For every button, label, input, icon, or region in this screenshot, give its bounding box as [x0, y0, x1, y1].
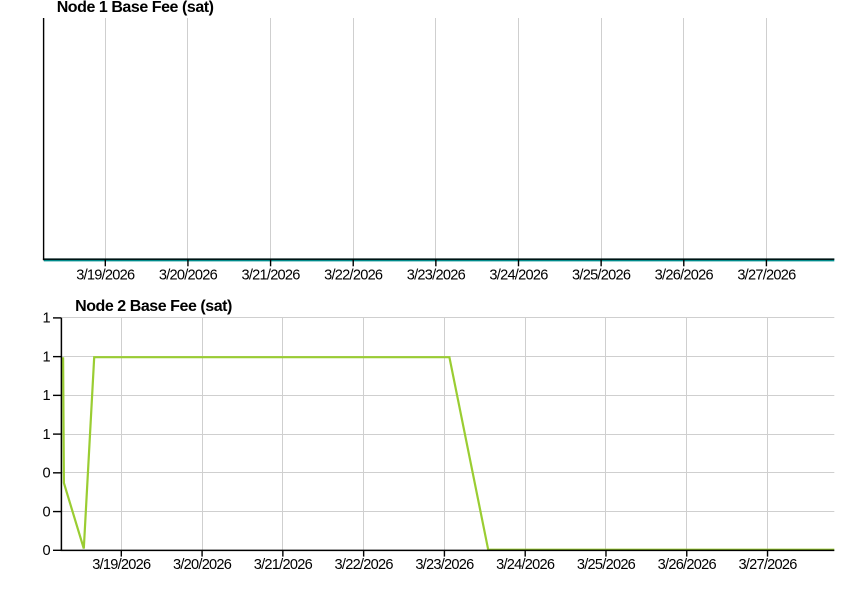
svg-text:0: 0 [42, 466, 50, 482]
svg-text:3/23/2026: 3/23/2026 [407, 267, 466, 283]
svg-text:3/24/2026: 3/24/2026 [496, 557, 555, 573]
svg-text:3/21/2026: 3/21/2026 [241, 267, 300, 283]
svg-text:3/26/2026: 3/26/2026 [658, 557, 717, 573]
svg-text:3/19/2026: 3/19/2026 [92, 557, 151, 573]
svg-text:3/25/2026: 3/25/2026 [577, 557, 636, 573]
svg-text:0: 0 [42, 543, 50, 559]
svg-text:3/22/2026: 3/22/2026 [324, 267, 383, 283]
svg-text:1: 1 [42, 427, 50, 443]
svg-text:3/25/2026: 3/25/2026 [572, 267, 631, 283]
svg-text:3/27/2026: 3/27/2026 [738, 557, 797, 573]
svg-text:1: 1 [42, 349, 50, 365]
svg-text:1: 1 [42, 388, 50, 404]
svg-text:Node 1 Base Fee (sat): Node 1 Base Fee (sat) [57, 0, 214, 16]
svg-text:3/19/2026: 3/19/2026 [76, 267, 135, 283]
svg-text:3/27/2026: 3/27/2026 [737, 267, 796, 283]
svg-text:3/22/2026: 3/22/2026 [335, 557, 394, 573]
svg-text:Node 2 Base Fee (sat): Node 2 Base Fee (sat) [75, 298, 232, 315]
svg-text:3/24/2026: 3/24/2026 [489, 267, 548, 283]
svg-text:1: 1 [42, 311, 50, 327]
svg-text:3/20/2026: 3/20/2026 [159, 267, 218, 283]
svg-text:3/23/2026: 3/23/2026 [415, 557, 474, 573]
svg-text:3/20/2026: 3/20/2026 [173, 557, 232, 573]
svg-text:0: 0 [42, 504, 50, 520]
svg-text:3/26/2026: 3/26/2026 [655, 267, 714, 283]
svg-text:3/21/2026: 3/21/2026 [254, 557, 313, 573]
